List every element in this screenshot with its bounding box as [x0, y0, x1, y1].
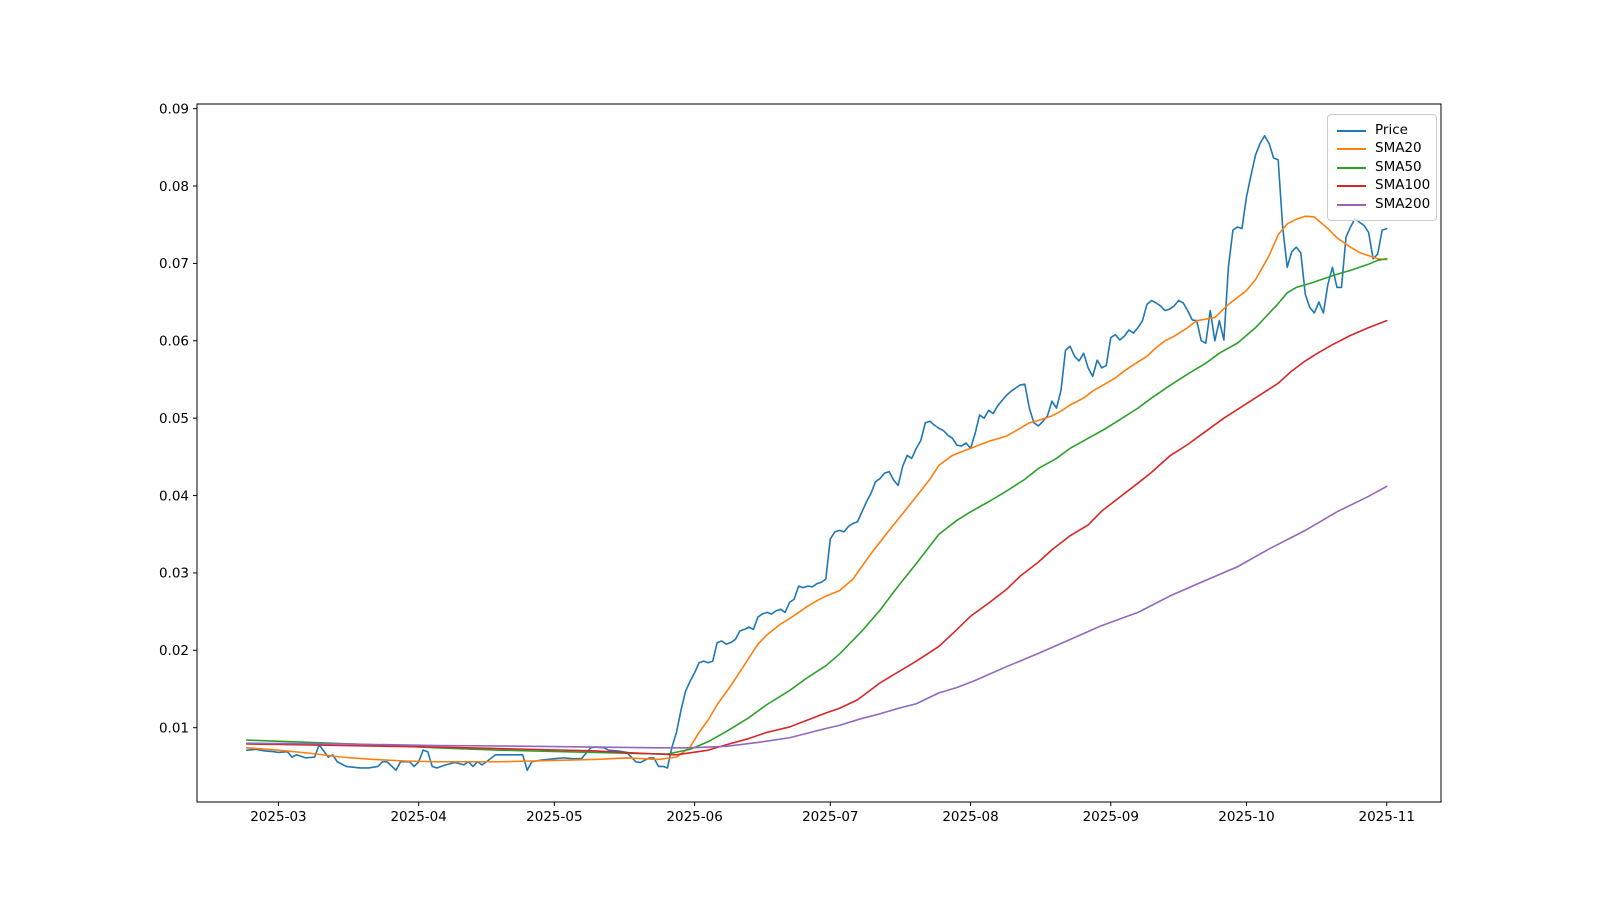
legend-line-swatch [1337, 203, 1366, 206]
legend-line-swatch [1337, 129, 1366, 132]
y-tick-label: 0.05 [159, 411, 189, 427]
sma200-line [245, 485, 1388, 749]
y-tick-label: 0.07 [159, 256, 189, 272]
legend-line-swatch [1337, 185, 1366, 187]
y-tick-label: 0.09 [159, 101, 189, 117]
x-tick-label: 2025-10 [1218, 809, 1274, 825]
y-tick-label: 0.01 [159, 721, 189, 737]
x-tick-label: 2025-04 [390, 809, 446, 825]
legend-item: SMA100 [1337, 177, 1431, 195]
y-tick-label: 0.08 [159, 179, 189, 195]
x-tick-label: 2025-06 [666, 809, 722, 825]
legend-item-label: SMA20 [1375, 140, 1422, 157]
legend-item: SMA200 [1337, 195, 1431, 213]
x-tick-label: 2025-09 [1083, 809, 1139, 825]
plot-frame [196, 103, 1442, 803]
y-tick-label: 0.03 [159, 566, 189, 582]
legend-line-swatch [1337, 166, 1366, 169]
sma100-line [245, 319, 1388, 756]
legend-item-label: SMA50 [1375, 158, 1422, 175]
y-tick-label: 0.04 [159, 488, 189, 504]
chart-legend: Price SMA20 SMA50 SMA100 SMA200 [1327, 114, 1437, 221]
x-tick-label: 2025-03 [250, 809, 306, 825]
legend-item-label: SMA200 [1375, 195, 1431, 212]
x-tick-label: 2025-08 [942, 809, 998, 825]
x-axis: 2025-03 2025-04 2025-05 2025-06 2025-07 2025-… [250, 802, 1415, 825]
y-tick-label: 0.02 [159, 643, 189, 659]
sma20-line [245, 215, 1388, 763]
legend-item-label: SMA100 [1375, 177, 1431, 194]
y-axis: 0.01 0.02 0.03 0.04 0.05 0.06 0.07 0.08 0.09 [159, 101, 197, 737]
y-tick-label: 0.06 [159, 334, 189, 350]
sma50-line [245, 257, 1388, 755]
x-tick-label: 2025-05 [526, 809, 582, 825]
price-line [245, 134, 1388, 772]
legend-line-swatch [1337, 148, 1366, 150]
x-tick-label: 2025-11 [1359, 809, 1415, 825]
legend-item-label: Price [1375, 121, 1408, 138]
legend-item: SMA50 [1337, 159, 1428, 176]
x-tick-label: 2025-07 [802, 809, 858, 825]
series-lines [245, 134, 1388, 772]
legend-item: Price [1337, 122, 1428, 139]
legend-item: SMA20 [1337, 141, 1428, 158]
